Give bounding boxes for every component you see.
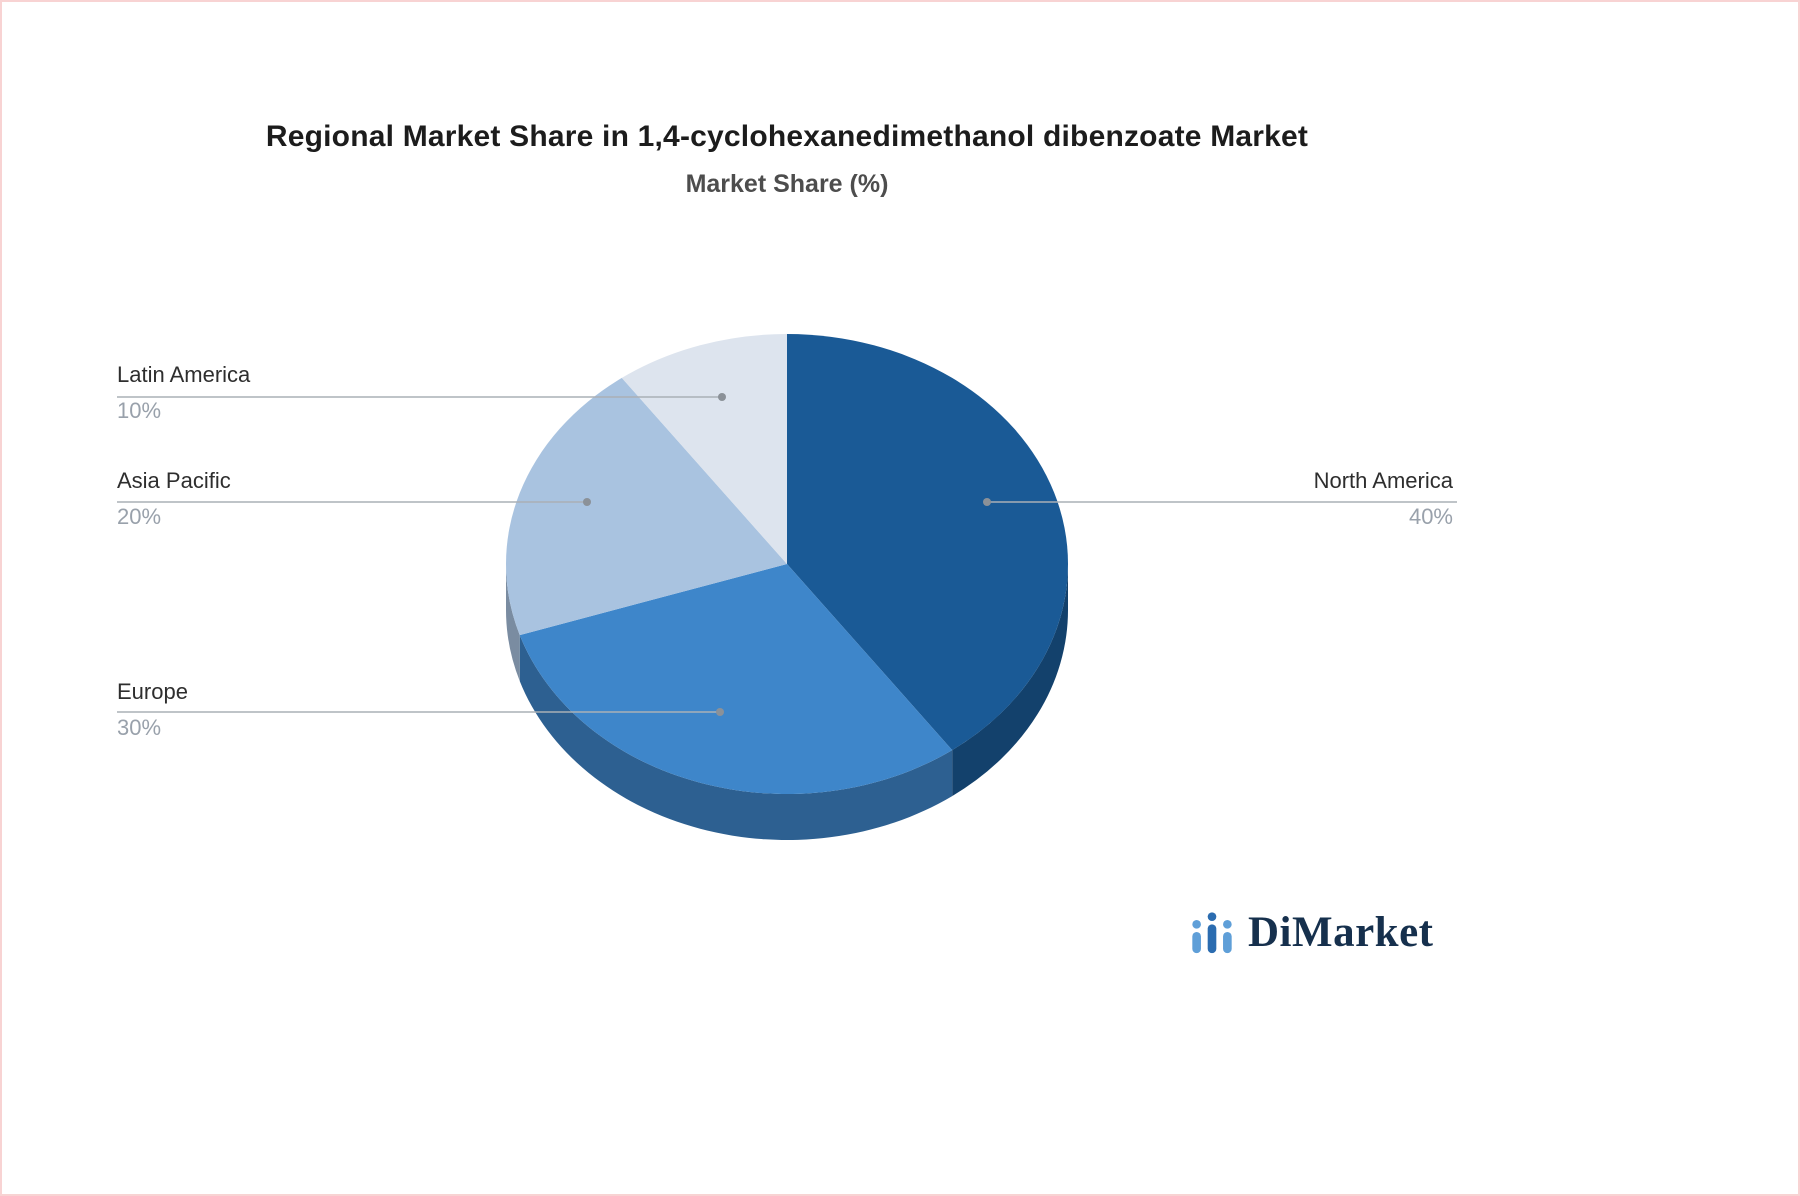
callout-latin-america: Latin America 10% [117,364,250,422]
callout-asia-pacific: Asia Pacific 20% [117,470,231,528]
dimarket-logo-text: DiMarket [1248,909,1434,956]
slice-value-asia-pacific: 20% [117,504,162,529]
chart-header: Regional Market Share in 1,4-cyclohexane… [2,120,1572,199]
chart-subtitle: Market Share (%) [685,170,889,198]
slice-label-latin-america: Latin America [117,362,251,387]
callout-europe: Europe 30% [117,681,188,739]
slice-label-europe: Europe [117,679,188,704]
slice-value-north-america: 40% [1408,504,1453,529]
dimarket-logo: DiMarket [1188,908,1434,957]
callout-north-america: North America 40% [1314,470,1453,528]
slice-value-europe: 30% [117,715,162,740]
slice-label-north-america: North America [1313,468,1453,493]
slice-label-asia-pacific: Asia Pacific [117,468,231,493]
slice-value-latin-america: 10% [117,398,162,423]
chart-title: Regional Market Share in 1,4-cyclohexane… [265,120,1309,153]
bar-chart-logo-icon [1192,911,1232,953]
